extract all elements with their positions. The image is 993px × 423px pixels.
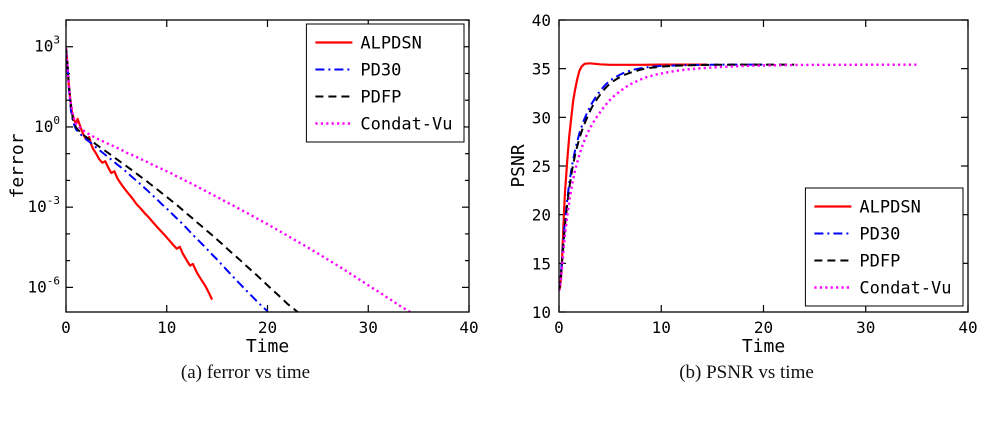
svg-text:Condat-Vu: Condat-Vu bbox=[360, 115, 452, 135]
svg-text:10-3: 10-3 bbox=[27, 194, 60, 216]
svg-text:20: 20 bbox=[258, 318, 277, 337]
svg-text:ferror: ferror bbox=[8, 133, 28, 198]
ferror-chart-panel: 0 10 20 30 40 10-6 10-3 100 103 Time ferror ALPDSN P… bbox=[8, 6, 483, 423]
svg-text:40: 40 bbox=[532, 11, 551, 30]
svg-text:PSNR: PSNR bbox=[509, 144, 529, 188]
svg-text:Time: Time bbox=[246, 336, 289, 357]
svg-text:PDFP: PDFP bbox=[859, 252, 900, 272]
psnr-chart-panel: 0 10 20 30 40 10 15 20 25 30 35 40 Time PSNR ALPDSN PD3… bbox=[509, 6, 984, 423]
svg-text:10: 10 bbox=[157, 318, 176, 337]
psnr-vs-time-chart: 0 10 20 30 4010152025303540TimePSNRALPDSNPD3… bbox=[509, 11, 978, 357]
svg-text:103: 103 bbox=[34, 34, 60, 56]
caption-a: (a) ferror vs time bbox=[180, 362, 311, 383]
svg-text:0: 0 bbox=[61, 318, 71, 337]
svg-text:PD30: PD30 bbox=[859, 225, 900, 245]
svg-text:10: 10 bbox=[532, 303, 551, 322]
svg-text:ALPDSN: ALPDSN bbox=[859, 198, 920, 218]
svg-text:15: 15 bbox=[532, 254, 551, 273]
svg-text:0: 0 bbox=[554, 318, 564, 337]
svg-text:ALPDSN: ALPDSN bbox=[360, 34, 421, 54]
ferror-vs-time-chart: 0 10 20 30 40 10-6 10-3 100 103 Time ferror ALPDSN P… bbox=[8, 19, 479, 357]
svg-text:Time: Time bbox=[742, 336, 785, 357]
caption-b: (b) PSNR vs time bbox=[679, 362, 814, 383]
svg-text:20: 20 bbox=[754, 318, 773, 337]
svg-text:30: 30 bbox=[532, 108, 551, 127]
svg-text:40: 40 bbox=[459, 318, 478, 337]
svg-text:PDFP: PDFP bbox=[360, 88, 401, 108]
svg-text:30: 30 bbox=[359, 318, 378, 337]
svg-text:PD30: PD30 bbox=[360, 61, 401, 81]
svg-text:100: 100 bbox=[34, 114, 60, 136]
svg-text:25: 25 bbox=[532, 157, 551, 176]
svg-text:30: 30 bbox=[856, 318, 875, 337]
svg-text:10-6: 10-6 bbox=[27, 274, 60, 296]
svg-text:35: 35 bbox=[532, 60, 551, 79]
svg-text:Condat-Vu: Condat-Vu bbox=[859, 279, 951, 299]
svg-text:20: 20 bbox=[532, 206, 551, 225]
svg-text:40: 40 bbox=[958, 318, 977, 337]
svg-text:10: 10 bbox=[652, 318, 671, 337]
